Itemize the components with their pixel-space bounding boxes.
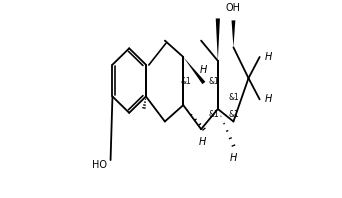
Text: H: H <box>230 153 237 163</box>
Text: H: H <box>198 137 206 147</box>
Polygon shape <box>216 18 220 61</box>
Text: H: H <box>264 94 272 104</box>
Text: &1: &1 <box>228 110 239 119</box>
Text: OH: OH <box>226 3 241 13</box>
Text: HO: HO <box>92 160 107 170</box>
Polygon shape <box>232 20 235 47</box>
Text: &1: &1 <box>180 77 191 86</box>
Text: &1: &1 <box>228 93 239 102</box>
Text: H: H <box>264 52 272 62</box>
Text: &1: &1 <box>209 77 219 86</box>
Text: H: H <box>200 65 208 75</box>
Text: &1: &1 <box>209 110 219 119</box>
Polygon shape <box>183 57 206 84</box>
